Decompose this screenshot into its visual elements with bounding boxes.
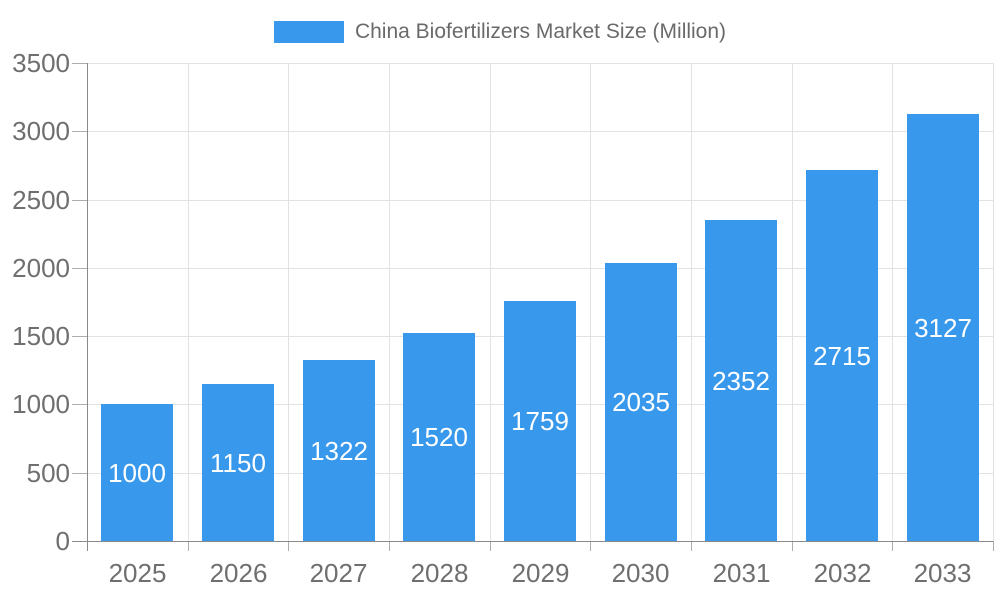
y-axis-tick-label: 3000 [12,116,70,146]
y-axis-tick [72,268,87,269]
bar-value-label: 1759 [511,406,569,436]
y-axis-tick [72,404,87,405]
bar-2033[interactable]: 3127 [907,114,979,541]
y-axis-tick-label: 3500 [12,48,70,78]
y-axis-tick-label: 500 [26,458,70,488]
x-axis-tick-label: 2032 [813,558,872,588]
x-axis-tick-label: 2030 [611,558,670,588]
x-gridline [188,63,189,541]
y-gridline [87,131,993,132]
bar-value-label: 3127 [914,312,972,343]
bar-value-label: 2035 [612,387,670,417]
x-axis-tick [288,541,289,551]
bar-value-label: 1322 [310,435,368,466]
y-gridline [87,268,993,269]
x-axis-tick [188,541,189,551]
y-axis-tick-label: 1500 [12,321,70,351]
bar-value-label: 2352 [712,365,770,396]
legend-item[interactable]: China Biofertilizers Market Size (Millio… [273,20,727,44]
x-gridline [490,63,491,541]
bar-2032[interactable]: 2715 [806,170,878,541]
x-axis-tick [792,541,793,551]
x-axis-tick [691,541,692,551]
bar-value-label: 2715 [813,340,871,371]
legend-label: China Biofertilizers Market Size (Millio… [354,20,727,43]
bar-2026[interactable]: 1150 [202,384,274,541]
bar-2027[interactable]: 1322 [303,360,375,541]
plot-area: 0 500 1000 1500 2000 2500 3000 3500 1000 2025 1150… [12,50,994,586]
x-gridline [389,63,390,541]
bar-2030[interactable]: 2035 [605,263,677,541]
y-axis-tick-label: 2500 [12,185,70,215]
y-axis-tick [72,473,87,474]
x-axis-tick-label: 2028 [410,558,469,588]
x-axis-tick-label: 2027 [309,558,368,588]
x-axis-tick-label: 2025 [108,558,167,588]
y-axis-tick [72,200,87,201]
x-axis-tick-label: 2026 [209,558,268,588]
y-axis-tick-label: 2000 [12,253,70,283]
y-axis-tick [72,336,87,337]
y-axis-tick-label: 0 [55,526,70,556]
x-axis-tick [490,541,491,551]
y-gridline [87,63,993,64]
x-axis-line [72,541,993,542]
y-axis-tick [72,63,87,64]
y-axis-tick-label: 1000 [12,389,70,419]
x-axis-tick [590,541,591,551]
bar-2028[interactable]: 1520 [403,333,475,541]
chart-legend: China Biofertilizers Market Size (Millio… [0,20,1000,44]
x-gridline [691,63,692,541]
x-gridline [892,63,893,541]
x-gridline [993,63,994,541]
legend-color-swatch [273,21,344,43]
x-axis-tick-label: 2033 [913,558,972,588]
x-axis-tick-label: 2029 [511,558,570,588]
x-gridline [288,63,289,541]
x-axis-tick [389,541,390,551]
bar-2031[interactable]: 2352 [705,220,777,541]
x-axis-tick [892,541,893,551]
x-gridline [792,63,793,541]
bar-2029[interactable]: 1759 [504,301,576,541]
bar-value-label: 1000 [108,457,166,488]
x-axis-tick [993,541,994,551]
y-axis-tick [72,131,87,132]
x-gridline [590,63,591,541]
x-axis-tick-label: 2031 [712,558,771,588]
bar-value-label: 1150 [210,447,266,478]
bar-value-label: 1520 [410,422,468,452]
bar-2025[interactable]: 1000 [101,404,173,541]
y-axis-line [87,63,88,551]
y-gridline [87,200,993,201]
